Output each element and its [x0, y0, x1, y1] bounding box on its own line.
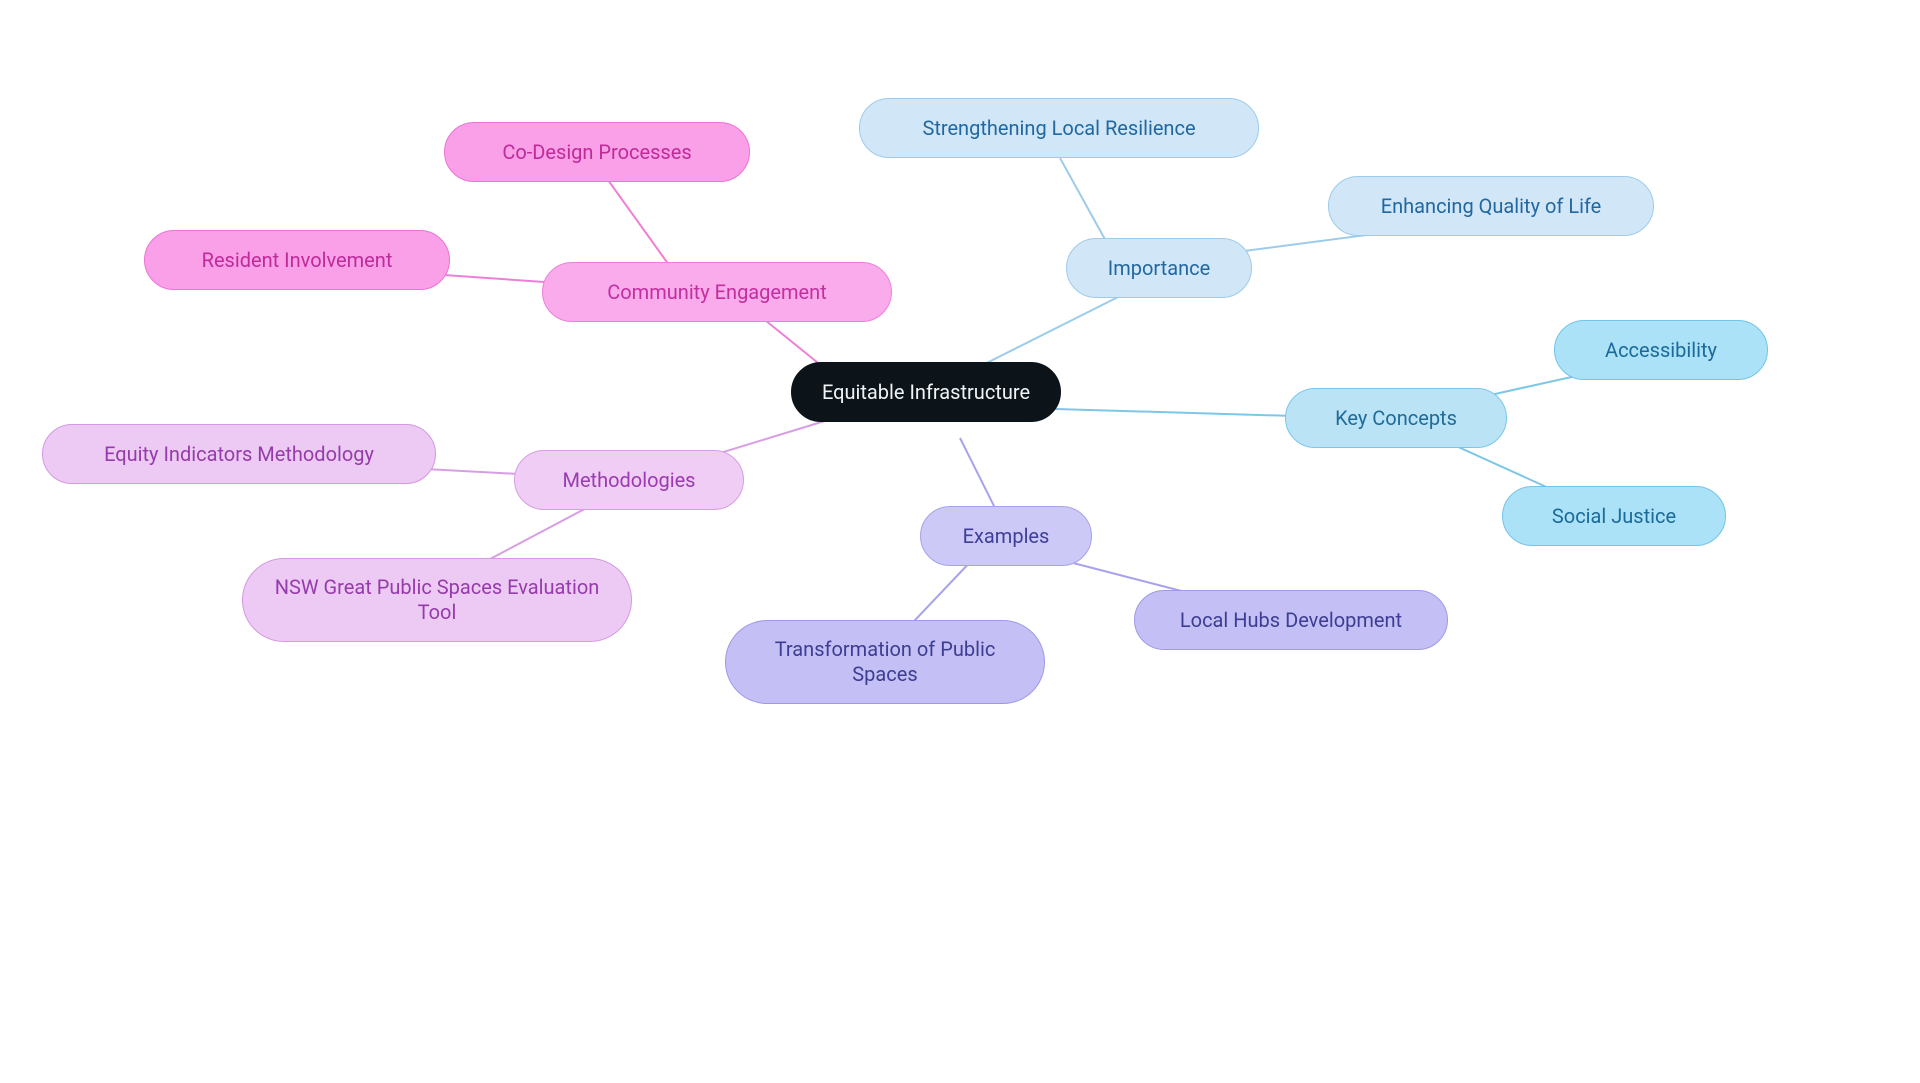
node-label: Accessibility	[1605, 338, 1717, 362]
node-label: Key Concepts	[1335, 406, 1457, 430]
node-label: Community Engagement	[607, 280, 827, 304]
node-resilience: Strengthening Local Resilience	[859, 98, 1259, 158]
node-methodologies: Methodologies	[514, 450, 744, 510]
node-center: Equitable Infrastructure	[791, 362, 1061, 422]
node-nsw-tool: NSW Great Public Spaces Evaluation Tool	[242, 558, 632, 642]
node-label: Methodologies	[562, 468, 695, 492]
edge-engagement-codesign	[608, 180, 674, 272]
node-label: NSW Great Public Spaces Evaluation Tool	[271, 575, 603, 625]
node-label: Equity Indicators Methodology	[104, 442, 374, 466]
node-examples: Examples	[920, 506, 1092, 566]
node-transformation: Transformation of Public Spaces	[725, 620, 1045, 704]
node-engagement: Community Engagement	[542, 262, 892, 322]
node-label: Equitable Infrastructure	[822, 380, 1030, 404]
node-equity-indicators: Equity Indicators Methodology	[42, 424, 436, 484]
node-label: Resident Involvement	[202, 248, 393, 272]
node-label: Examples	[963, 524, 1050, 548]
node-resident-involvement: Resident Involvement	[144, 230, 450, 290]
node-label: Enhancing Quality of Life	[1381, 194, 1602, 218]
node-local-hubs: Local Hubs Development	[1134, 590, 1448, 650]
node-quality-of-life: Enhancing Quality of Life	[1328, 176, 1654, 236]
node-keyconcepts: Key Concepts	[1285, 388, 1507, 448]
node-label: Strengthening Local Resilience	[922, 116, 1195, 140]
node-label: Importance	[1108, 256, 1210, 280]
mindmap-diagram: Equitable Infrastructure Importance Stre…	[0, 0, 1920, 1083]
node-label: Transformation of Public Spaces	[754, 637, 1016, 687]
node-importance: Importance	[1066, 238, 1252, 298]
node-codesign: Co-Design Processes	[444, 122, 750, 182]
node-label: Local Hubs Development	[1180, 608, 1402, 632]
node-label: Social Justice	[1552, 504, 1676, 528]
node-label: Co-Design Processes	[502, 140, 691, 164]
node-accessibility: Accessibility	[1554, 320, 1768, 380]
node-social-justice: Social Justice	[1502, 486, 1726, 546]
